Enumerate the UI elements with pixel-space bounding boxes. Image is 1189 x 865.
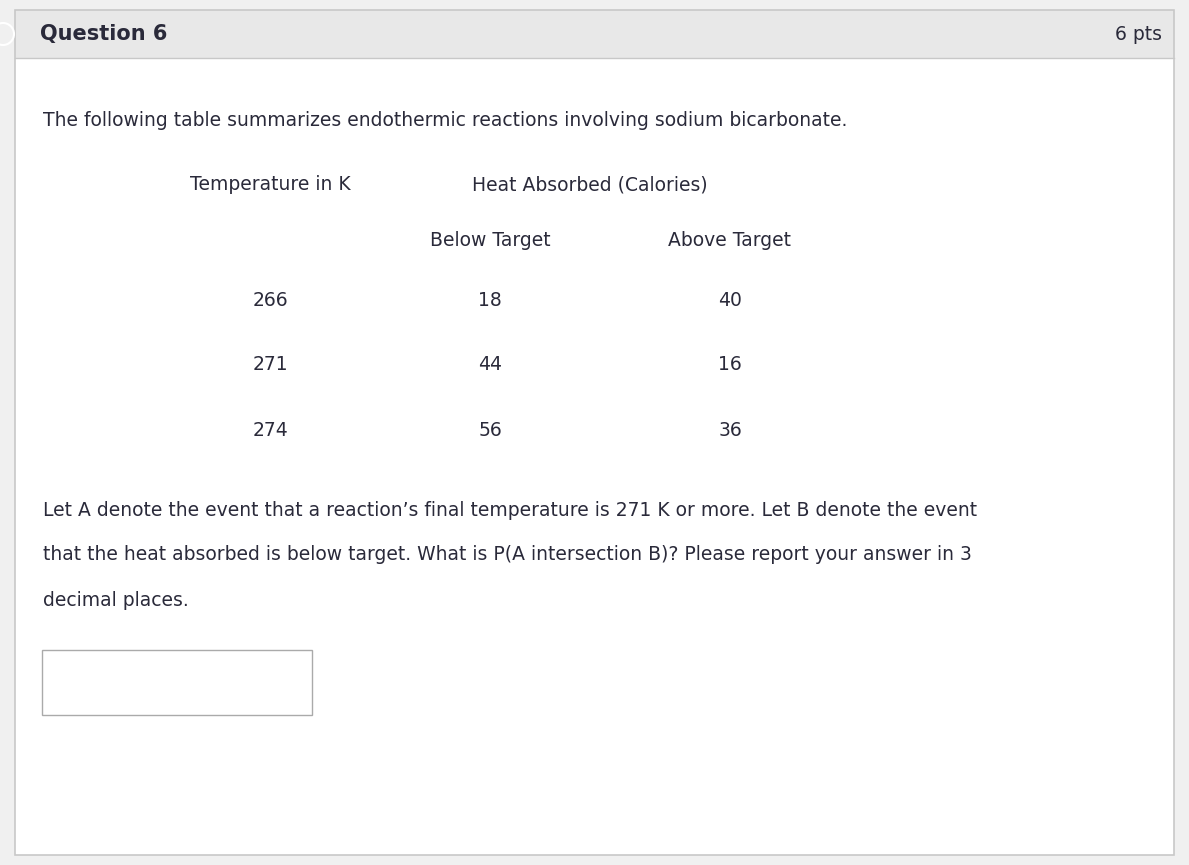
Text: 18: 18 [478, 291, 502, 310]
Text: 16: 16 [718, 356, 742, 375]
Bar [42, 650, 312, 715]
Text: 274: 274 [252, 420, 288, 439]
Text: 44: 44 [478, 356, 502, 375]
Text: The following table summarizes endothermic reactions involving sodium bicarbonat: The following table summarizes endotherm… [43, 111, 848, 130]
Text: that the heat absorbed is below target. What is P(A intersection B)? Please repo: that the heat absorbed is below target. … [43, 546, 971, 565]
Text: Question 6: Question 6 [40, 24, 168, 44]
Text: Let A denote the event that a reaction’s final temperature is 271 K or more. Let: Let A denote the event that a reaction’s… [43, 501, 977, 520]
Text: decimal places.: decimal places. [43, 591, 189, 610]
Text: Heat Absorbed (Calories): Heat Absorbed (Calories) [472, 176, 707, 195]
Text: 271: 271 [252, 356, 288, 375]
Text: 6 pts: 6 pts [1115, 24, 1162, 43]
Text: Temperature in K: Temperature in K [190, 176, 351, 195]
Text: Below Target: Below Target [429, 230, 551, 249]
Text: 36: 36 [718, 420, 742, 439]
Text: Above Target: Above Target [668, 230, 792, 249]
Text: 40: 40 [718, 291, 742, 310]
Bar [15, 10, 1174, 58]
Text: 266: 266 [252, 291, 288, 310]
Text: 56: 56 [478, 420, 502, 439]
